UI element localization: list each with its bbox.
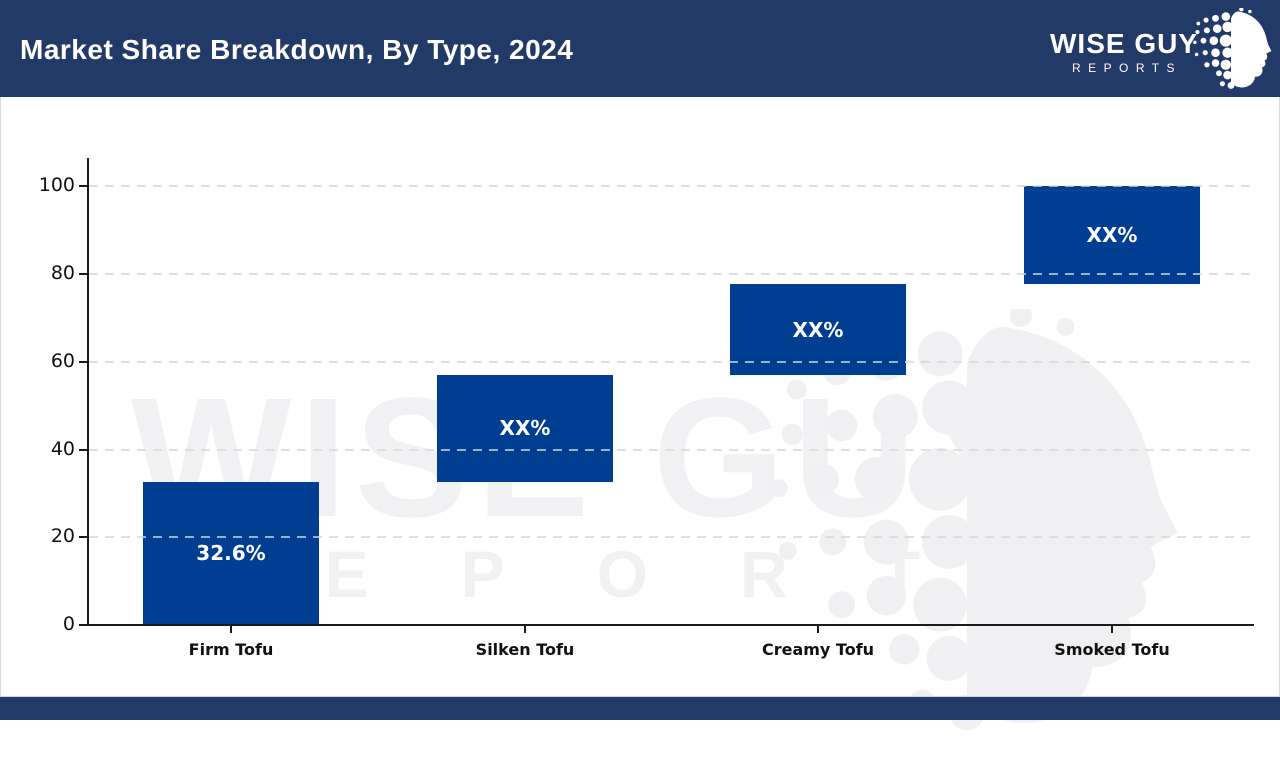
- bar-smoked-tofu: XX%: [1024, 186, 1200, 285]
- x-tick: [524, 626, 526, 633]
- y-tick: [79, 448, 87, 451]
- x-tick-label-silken-tofu: Silken Tofu: [475, 640, 575, 659]
- x-tick: [230, 626, 232, 633]
- y-tick: [79, 185, 87, 188]
- x-tick-label-firm-tofu: Firm Tofu: [188, 640, 274, 659]
- logo-subtitle: REPORTS: [1072, 60, 1182, 75]
- y-tick-label: 0: [62, 613, 75, 635]
- watermark-dot-head-icon: [743, 309, 1191, 757]
- y-tick-label: 60: [50, 349, 75, 372]
- wise-guy-logo: WISE GUY REPORTS: [1050, 8, 1274, 94]
- bar-creamy-tofu: XX%: [730, 284, 906, 375]
- gridline: [89, 448, 1254, 451]
- y-axis-line: [87, 158, 89, 626]
- y-tick-label: 20: [50, 525, 75, 548]
- y-tick-label: 40: [50, 437, 75, 460]
- bar-firm-tofu: 32.6%: [143, 481, 319, 625]
- x-tick-label-smoked-tofu: Smoked Tofu: [1054, 640, 1170, 659]
- logo-text: WISE GUY REPORTS: [1050, 28, 1198, 75]
- gridline: [89, 360, 1254, 363]
- bar-value-label: XX%: [1086, 223, 1138, 248]
- y-tick-label: 80: [50, 262, 75, 285]
- y-tick: [79, 360, 87, 363]
- header-bar: Market Share Breakdown, By Type, 2024 WI…: [0, 0, 1280, 97]
- bar-value-label: XX%: [499, 416, 551, 441]
- gridline: [89, 185, 1254, 188]
- x-tick-label-creamy-tofu: Creamy Tofu: [761, 640, 875, 659]
- watermark-subtext: REPORTS: [185, 537, 1149, 611]
- footer-bar: [0, 696, 1280, 720]
- gridline: [89, 536, 1254, 539]
- chart-panel: WISE GUY REPORTS 0 20 40 60 80 100 32.6% XX% XX%…: [0, 97, 1280, 696]
- bar-value-label: XX%: [792, 317, 844, 342]
- y-tick: [79, 273, 87, 276]
- logo-name: WISE GUY: [1049, 27, 1198, 59]
- bar-silken-tofu: XX%: [437, 374, 613, 482]
- dot-head-icon: [1188, 8, 1274, 94]
- plot-area: 0 20 40 60 80 100 32.6% XX% XX% XX% Firm Tofu Silke…: [1, 0, 1280, 720]
- y-tick: [79, 624, 87, 626]
- x-tick: [1111, 626, 1113, 633]
- x-tick: [817, 626, 819, 633]
- y-tick-label: 100: [38, 174, 75, 197]
- page-title: Market Share Breakdown, By Type, 2024: [20, 34, 574, 65]
- y-tick: [79, 536, 87, 539]
- gridline: [89, 273, 1254, 276]
- bar-value-label: 32.6%: [196, 541, 266, 566]
- x-axis-line: [87, 624, 1254, 626]
